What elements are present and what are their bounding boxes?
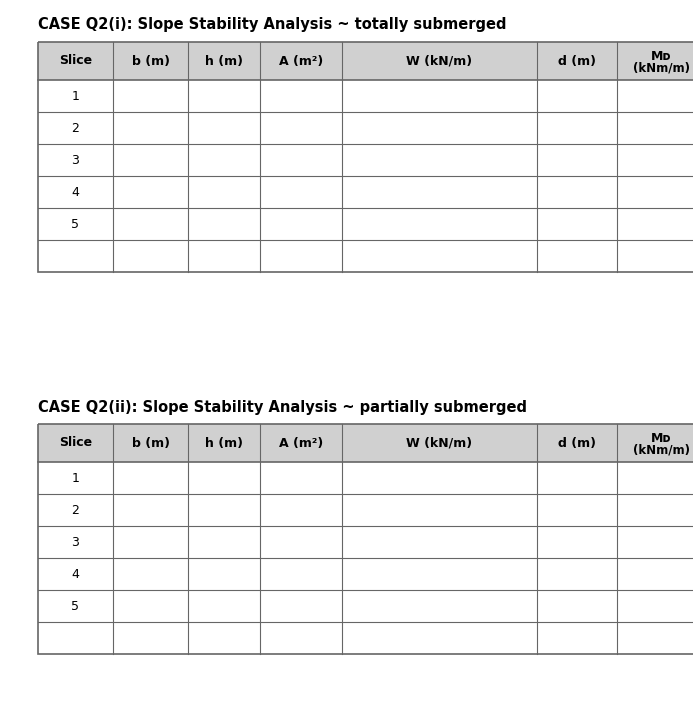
- Text: A (m²): A (m²): [279, 437, 323, 450]
- Text: Mᴅ: Mᴅ: [651, 433, 672, 445]
- Text: h (m): h (m): [205, 55, 243, 67]
- Bar: [38, 424, 693, 462]
- Text: Slice: Slice: [59, 437, 92, 450]
- Text: 5: 5: [71, 600, 80, 612]
- Text: 3: 3: [71, 535, 80, 549]
- Text: CASE Q2(i): Slope Stability Analysis ~ totally submerged: CASE Q2(i): Slope Stability Analysis ~ t…: [38, 17, 507, 32]
- Text: 2: 2: [71, 122, 80, 135]
- Text: CASE Q2(ii): Slope Stability Analysis ~ partially submerged: CASE Q2(ii): Slope Stability Analysis ~ …: [38, 400, 527, 415]
- Text: 3: 3: [71, 154, 80, 166]
- Bar: [38, 424, 693, 654]
- Text: 5: 5: [71, 217, 80, 231]
- Bar: [38, 42, 693, 80]
- Text: 1: 1: [71, 89, 80, 103]
- Text: W (kN/m): W (kN/m): [406, 437, 473, 450]
- Bar: [38, 42, 693, 272]
- Text: A (m²): A (m²): [279, 55, 323, 67]
- Text: b (m): b (m): [132, 437, 170, 450]
- Text: Mᴅ: Mᴅ: [651, 50, 672, 64]
- Text: W (kN/m): W (kN/m): [406, 55, 473, 67]
- Text: Slice: Slice: [59, 55, 92, 67]
- Text: d (m): d (m): [558, 437, 596, 450]
- Text: d (m): d (m): [558, 55, 596, 67]
- Text: b (m): b (m): [132, 55, 170, 67]
- Text: (kNm/m): (kNm/m): [633, 443, 690, 457]
- Text: 1: 1: [71, 472, 80, 484]
- Text: 2: 2: [71, 503, 80, 517]
- Text: 4: 4: [71, 185, 80, 198]
- Text: h (m): h (m): [205, 437, 243, 450]
- Text: 4: 4: [71, 568, 80, 581]
- Text: (kNm/m): (kNm/m): [633, 62, 690, 74]
